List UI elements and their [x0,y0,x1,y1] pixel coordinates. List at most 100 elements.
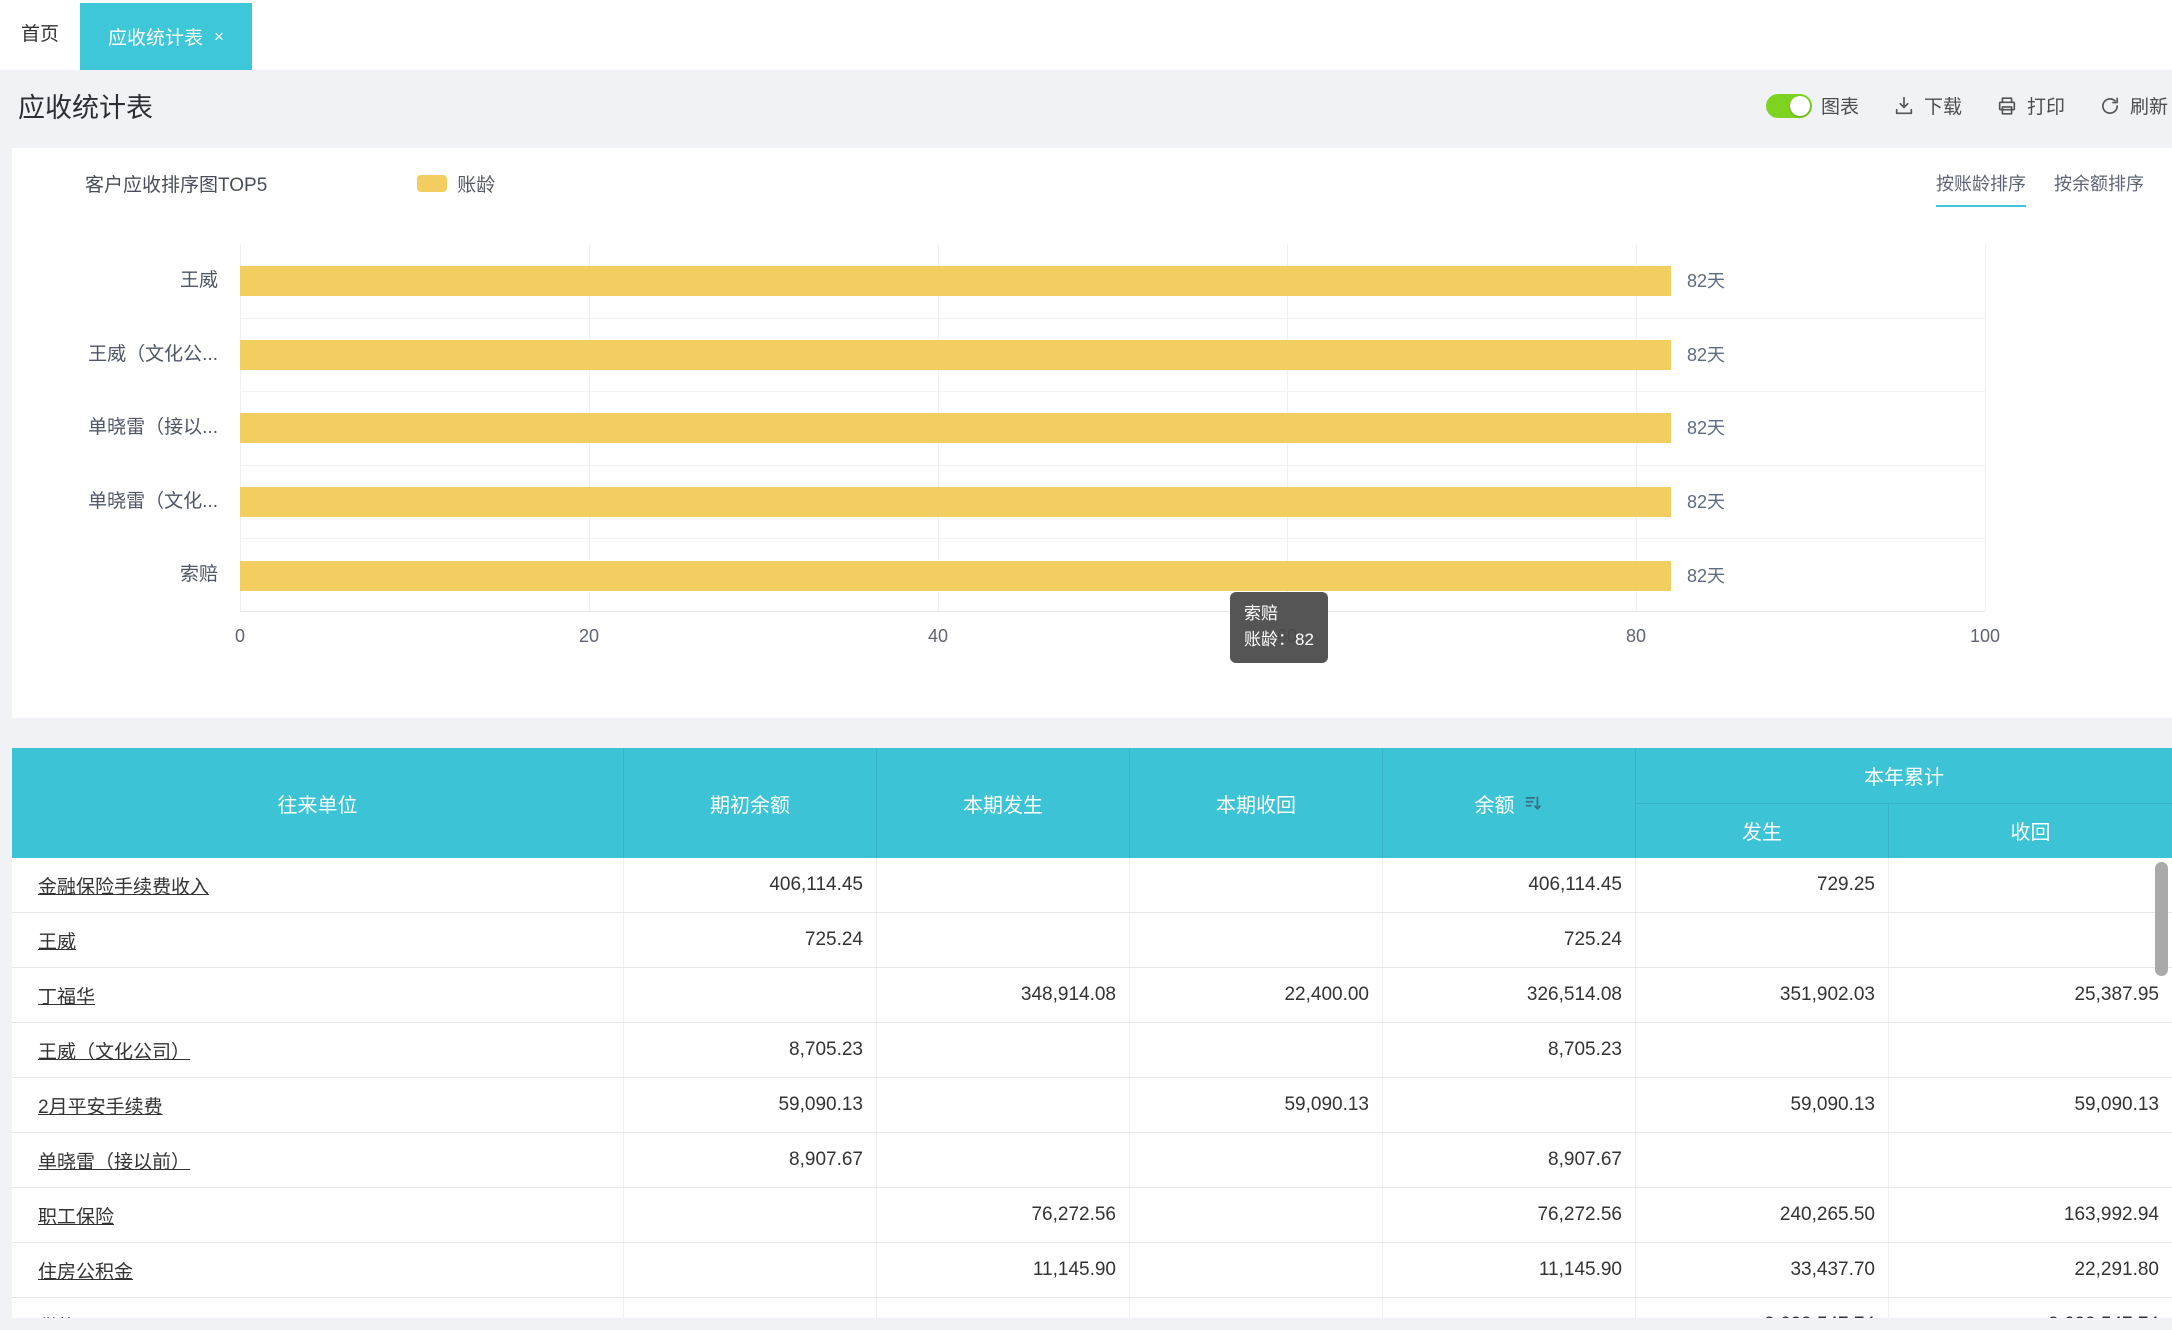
chart-sort-tabs: 按账龄排序 按余额排序 [1936,170,2144,207]
download-button[interactable]: 下载 [1893,92,1962,119]
tooltip-series: 索赔 [1244,604,1278,623]
cell-ytd-received: 163,992.94 [2063,1204,2159,1225]
x-axis-tick: 0 [234,626,245,646]
cell-ytd-incurred [1636,1023,1889,1077]
tab-receivable-stats[interactable]: 应收统计表 × [80,3,252,70]
vertical-scrollbar-thumb[interactable] [2155,862,2168,976]
cell-opening [624,1243,877,1297]
cell-ytd-incurred: 59,090.13 [1636,1078,1889,1132]
cell-ytd-received [1889,1023,2172,1077]
bar-aging[interactable] [240,561,1671,591]
cell-ytd-incurred: 240,265.50 [1636,1188,1889,1242]
tab-home[interactable]: 首页 [20,24,59,45]
legend-label: 账龄 [457,175,496,196]
bar-category-label: 王威 [179,270,218,291]
col-header-ytd-group: 本年累计 发生 收回 [1636,748,2172,858]
company-link[interactable]: 金融保险手续费收入 [38,876,210,898]
cell-ytd-received: 59,090.13 [2074,1094,2159,1115]
table-row: 税款 2,622,547.74 2,622,547.74 [12,1298,2172,1318]
gridline [240,538,1985,539]
bar-aging[interactable] [240,487,1671,517]
tooltip-value: 账龄：82 [1244,630,1314,650]
cell-received [1130,913,1383,967]
cell-balance: 11,145.90 [1383,1243,1636,1297]
table-row: 住房公积金 11,145.90 11,145.90 33,437.70 22,2… [12,1243,2172,1298]
cell-ytd-received: 22,291.80 [2074,1259,2159,1280]
cell-opening [624,968,877,1022]
cell-company: 王威 [12,913,624,967]
close-icon[interactable]: × [214,27,224,46]
cell-balance: 326,514.08 [1383,968,1636,1022]
cell-ytd-received [1889,913,2172,967]
cell-ytd-incurred [1636,913,1889,967]
cell-ytd-incurred: 351,902.03 [1636,968,1889,1022]
balance-header-label: 余额 [1474,794,1515,817]
cell-incurred [877,1298,1130,1318]
company-link[interactable]: 职工保险 [38,1206,115,1228]
cell-received [1130,1188,1383,1242]
legend-item-aging[interactable]: 账龄 [417,170,495,197]
cell-opening: 725.24 [624,913,877,967]
cell-company: 2月平安手续费 [12,1078,624,1132]
company-link[interactable]: 王威 [38,931,77,953]
cell-incurred [877,1023,1130,1077]
col-header-ytd-received: 收回 [2010,822,2051,845]
cell-opening: 8,705.23 [624,1023,877,1077]
table-row: 职工保险 76,272.56 76,272.56 240,265.50 163,… [12,1188,2172,1243]
cell-received [1130,1023,1383,1077]
print-icon [1998,96,2016,115]
company-link[interactable]: 税款 [38,1312,76,1319]
col-header-current-incurred: 本期发生 [877,748,1130,858]
cell-ytd-incurred: 33,437.70 [1636,1243,1889,1297]
cell-ytd-received: 25,387.95 [2074,984,2159,1005]
cell-received: 22,400.00 [1130,968,1383,1022]
toolbar: 图表 下载 打印 刷新 [1765,92,2168,119]
table-row: 金融保险手续费收入 406,114.45 406,114.45 729.25 [12,858,2172,913]
cell-company: 职工保险 [12,1188,624,1242]
print-label: 打印 [2026,97,2065,118]
bar-value-label: 82天 [1687,345,1726,365]
cell-balance: 725.24 [1383,913,1636,967]
sort-descending-icon[interactable] [1523,793,1544,814]
company-link[interactable]: 丁福华 [38,986,96,1008]
sort-by-age-tab[interactable]: 按账龄排序 [1936,170,2026,207]
cell-incurred [877,1078,1130,1132]
company-link[interactable]: 2月平安手续费 [38,1096,163,1118]
download-label: 下载 [1923,97,1962,118]
chart-toggle-switch[interactable] [1765,93,1812,118]
col-header-opening: 期初余额 [624,748,877,858]
cell-company: 税款 [12,1298,624,1318]
chart-toggle-label: 图表 [1820,97,1859,118]
table-header: 往来单位 期初余额 本期发生 本期收回 余额 本年累计 发生 收回 [12,748,2172,858]
col-header-ytd: 本年累计 [1636,748,2172,804]
company-link[interactable]: 单晓雷（接以前） [38,1151,191,1173]
cell-incurred: 76,272.56 [877,1188,1130,1242]
tab-label: 应收统计表 [108,28,204,49]
cell-received [1130,1298,1383,1318]
bar-category-label: 索赔 [179,564,218,585]
cell-ytd-incurred [1636,1133,1889,1187]
bar-aging[interactable] [240,340,1671,370]
cell-opening: 406,114.45 [624,858,877,912]
bar-value-label: 82天 [1687,492,1726,512]
cell-ytd-incurred: 2,622,547.74 [1636,1298,1889,1318]
receivable-chart-card: 客户应收排序图TOP5 账龄 按账龄排序 按余额排序 王威 王威（文化公... … [12,148,2172,718]
company-link[interactable]: 王威（文化公司） [38,1041,191,1063]
chart-header: 客户应收排序图TOP5 账龄 按账龄排序 按余额排序 [85,170,2144,207]
col-header-current-received: 本期收回 [1130,748,1383,858]
gridline [240,318,1985,319]
page-title: 应收统计表 [18,93,153,123]
legend-swatch [417,175,448,192]
table-row: 单晓雷（接以前） 8,907.67 8,907.67 [12,1133,2172,1188]
cell-balance: 76,272.56 [1383,1188,1636,1242]
sort-by-balance-tab[interactable]: 按余额排序 [2054,174,2144,194]
company-link[interactable]: 住房公积金 [38,1261,134,1283]
download-icon [1895,96,1913,114]
print-button[interactable]: 打印 [1996,92,2065,119]
cell-balance: 8,705.23 [1383,1023,1636,1077]
bar-category-label: 单晓雷（接以... [88,417,218,438]
bar-value-label: 82天 [1687,418,1726,438]
bar-aging[interactable] [240,413,1671,443]
refresh-button[interactable]: 刷新 [2099,92,2168,119]
bar-aging[interactable] [240,266,1671,296]
